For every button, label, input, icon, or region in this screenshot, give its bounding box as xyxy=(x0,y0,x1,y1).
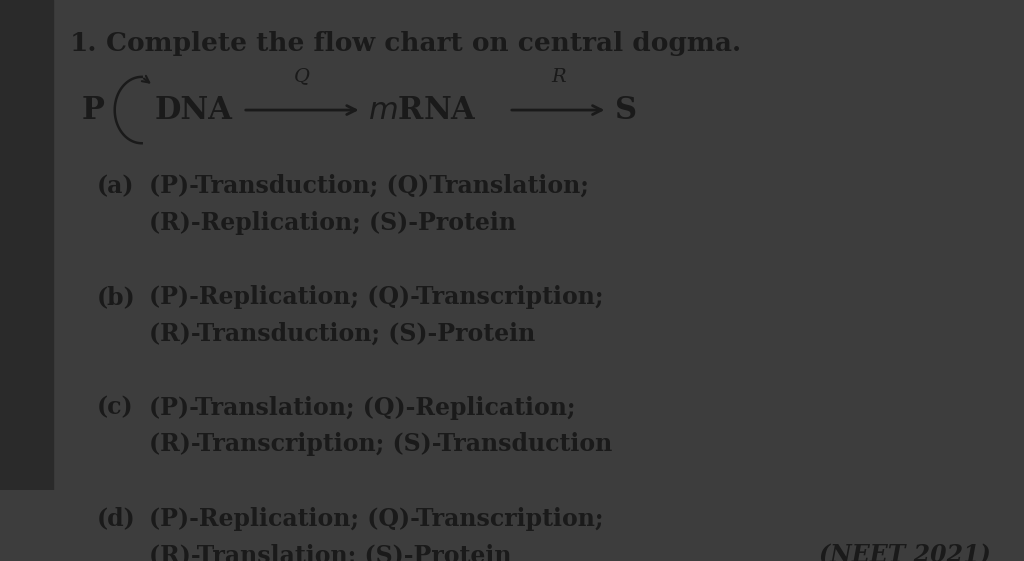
Text: (R)-Translation; (S)-Protein: (R)-Translation; (S)-Protein xyxy=(150,543,512,561)
Bar xyxy=(0,0,53,490)
Text: P: P xyxy=(82,95,104,126)
Text: S: S xyxy=(615,95,637,126)
Text: (P)-Transduction; (Q)Translation;: (P)-Transduction; (Q)Translation; xyxy=(150,174,589,198)
Text: (a): (a) xyxy=(96,174,134,198)
Text: (P)-Replication; (Q)-Transcription;: (P)-Replication; (Q)-Transcription; xyxy=(150,285,604,309)
Text: (R)-Replication; (S)-Protein: (R)-Replication; (S)-Protein xyxy=(150,210,516,234)
Text: (R)-Transcription; (S)-Transduction: (R)-Transcription; (S)-Transduction xyxy=(150,433,612,457)
Text: (b): (b) xyxy=(96,285,135,309)
Text: (c): (c) xyxy=(96,396,133,420)
Text: (P)-Replication; (Q)-Transcription;: (P)-Replication; (Q)-Transcription; xyxy=(150,507,604,531)
Text: R: R xyxy=(551,68,565,86)
Text: (R)-Transduction; (S)-Protein: (R)-Transduction; (S)-Protein xyxy=(150,321,536,346)
Text: 1.: 1. xyxy=(70,31,97,57)
Text: Q: Q xyxy=(294,68,310,86)
Text: (d): (d) xyxy=(96,507,135,531)
Text: Complete the flow chart on central dogma.: Complete the flow chart on central dogma… xyxy=(106,31,741,57)
Text: $\it{m}$RNA: $\it{m}$RNA xyxy=(369,95,477,126)
Text: (NEET 2021): (NEET 2021) xyxy=(819,543,991,561)
Text: DNA: DNA xyxy=(155,95,232,126)
Text: (P)-Translation; (Q)-Replication;: (P)-Translation; (Q)-Replication; xyxy=(150,396,575,420)
